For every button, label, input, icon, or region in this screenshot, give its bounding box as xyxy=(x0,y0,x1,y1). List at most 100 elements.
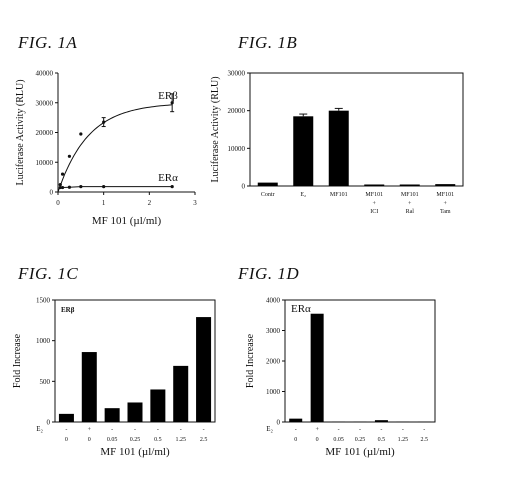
fig1d-bar xyxy=(289,418,303,422)
fig1a-erb-point xyxy=(102,120,106,124)
fig1b-category-label: Contr xyxy=(261,192,275,198)
fig1d-row1-label: - xyxy=(380,427,382,433)
fig1b-category-sublabel: ICI xyxy=(370,209,378,215)
fig1d-plot-frame xyxy=(284,299,436,423)
fig1c-row2-label: 0.05 xyxy=(107,437,118,443)
fig1d-ytick-label: 2000 xyxy=(266,358,281,366)
fig1c-row1-label: - xyxy=(65,427,67,433)
fig1b-bar xyxy=(293,116,314,186)
fig1c-row2-label: 2.5 xyxy=(200,437,208,443)
fig1a-xlabel: MF 101 (µl/ml) xyxy=(92,215,162,227)
fig1d-row1-label: - xyxy=(423,427,425,433)
fig-1b-label: FIG. 1B xyxy=(238,33,298,52)
fig-1c-label: FIG. 1C xyxy=(18,264,79,283)
fig1c-xlabel: MF 101 (µl/ml) xyxy=(100,446,170,458)
fig1b-category-sublabel: + xyxy=(444,201,448,207)
fig1c-row2-label: 0 xyxy=(65,437,68,443)
fig1b-bar xyxy=(328,110,349,186)
fig1c-bar xyxy=(150,389,166,422)
fig1a-erb-point xyxy=(60,172,65,176)
fig1c-ytick-label: 1500 xyxy=(36,297,51,305)
fig1a-label-era: ERα xyxy=(158,172,178,184)
fig1b-ylabel: Luciferase Activity (RLU) xyxy=(210,76,221,182)
fig1a-era-point xyxy=(58,185,62,190)
fig1c-bar xyxy=(104,408,120,422)
fig1b-category-label: MF101 xyxy=(436,192,454,198)
fig1a-erb-point xyxy=(79,132,83,136)
fig1b-category-label: MF101 xyxy=(401,192,419,198)
fig1c-bar xyxy=(127,402,143,422)
fig1d-row2-label: 0.25 xyxy=(355,437,366,443)
fig1d-ytick-label: 3000 xyxy=(266,327,281,335)
fig1a-series-era-line xyxy=(60,186,173,188)
fig1c-row1-label: - xyxy=(134,427,136,433)
fig1d-xlabel: MF 101 (µl/ml) xyxy=(325,446,395,458)
fig1d-row2-label: 0 xyxy=(294,437,297,443)
fig1b-category-label: MF101 xyxy=(330,192,348,198)
fig1c-bar xyxy=(58,413,74,422)
fig1d-row1-label: - xyxy=(338,427,340,433)
fig1a-label-erb: ERβ xyxy=(158,90,178,102)
fig1d-row2-label: 0.5 xyxy=(378,437,386,443)
fig1d-row2-label: 2.5 xyxy=(421,437,429,443)
fig1c-row1-title: E₂ xyxy=(36,425,43,433)
fig1b-ytick-label: 30000 xyxy=(228,70,246,78)
fig1a-ytick-label: 40000 xyxy=(36,70,54,78)
fig1c-row1-label: + xyxy=(88,427,92,433)
fig1b-ytick-label: 10000 xyxy=(228,145,246,153)
fig1d-row2-label: 0 xyxy=(316,437,319,443)
fig1c-row1-label: - xyxy=(203,427,205,433)
fig1c-row2-label: 0.25 xyxy=(130,437,141,443)
fig1c-row1-label: - xyxy=(180,427,182,433)
fig1c-row2-label: 0.5 xyxy=(154,437,162,443)
fig1a-series-erb-curve xyxy=(57,104,173,193)
fig1a-erb-point xyxy=(58,182,62,187)
fig1b-bar xyxy=(435,184,456,186)
fig1d-bar xyxy=(374,420,388,422)
fig1d-row1-label: - xyxy=(402,427,404,433)
fig1a-era-point xyxy=(60,185,65,190)
fig1c-inner-label: ERβ xyxy=(61,306,75,314)
fig1c-bar xyxy=(196,317,212,422)
fig1d-row1-label: + xyxy=(315,427,319,433)
fig1b-category-sublabel: + xyxy=(408,201,412,207)
fig1a-ytick-label: 30000 xyxy=(36,99,54,107)
fig1d-row1-label: - xyxy=(359,427,361,433)
fig1b-category-sublabel: Tam xyxy=(440,209,451,215)
fig1d-row1-label: - xyxy=(295,427,297,433)
fig1a-xtick-label: 3 xyxy=(193,199,197,207)
fig1c-ytick-label: 500 xyxy=(40,378,51,386)
fig1a-era-point xyxy=(79,185,83,189)
fig1b-ytick-label: 20000 xyxy=(228,107,246,115)
fig1c-bar xyxy=(81,352,97,422)
fig-1a-label: FIG. 1A xyxy=(18,33,78,52)
fig1d-inner-label: ERα xyxy=(291,303,311,315)
fig1a-era-point xyxy=(170,185,174,189)
fig1a-erb-point xyxy=(67,154,72,158)
fig1d-row1-title: E₂ xyxy=(266,425,273,433)
fig1a-ytick-label: 10000 xyxy=(36,159,54,167)
fig1a-ytick-label: 0 xyxy=(50,189,54,197)
fig1b-plot-frame xyxy=(249,72,464,187)
fig1c-row1-label: - xyxy=(157,427,159,433)
fig1c-ylabel: Fold Increase xyxy=(12,333,23,388)
fig1a-xtick-label: 2 xyxy=(148,199,152,207)
fig1a-era-point xyxy=(102,185,106,189)
fig1c-row2-label: 1.25 xyxy=(175,437,186,443)
fig1a-xtick-label: 0 xyxy=(56,199,60,207)
fig1b-ytick-label: 0 xyxy=(242,183,246,191)
fig1a-era-point xyxy=(67,185,72,189)
fig1b-bar xyxy=(257,182,278,186)
fig1b-bar xyxy=(364,184,385,186)
fig1c-row2-label: 0 xyxy=(88,437,91,443)
fig1a-xtick-label: 1 xyxy=(102,199,106,207)
fig1d-row2-label: 1.25 xyxy=(398,437,409,443)
fig1d-ytick-label: 4000 xyxy=(266,297,281,305)
fig1b-category-label: MF101 xyxy=(365,192,383,198)
fig1d-ytick-label: 1000 xyxy=(266,388,281,396)
fig1b-category-label: E₂ xyxy=(300,192,306,198)
fig1c-bar xyxy=(173,365,189,422)
fig1c-ytick-label: 0 xyxy=(47,419,51,427)
fig1a-ylabel: Luciferase Activity (RLU) xyxy=(15,79,26,185)
